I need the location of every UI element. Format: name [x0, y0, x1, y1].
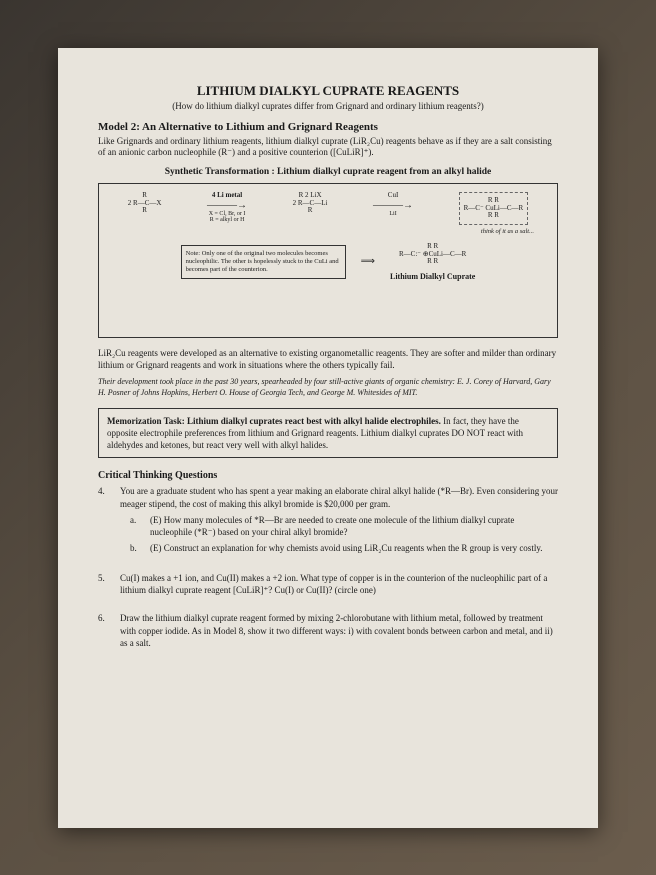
credit-text: Their development took place in the past…: [98, 377, 558, 398]
memo-heading: Memorization Task:: [107, 416, 185, 426]
sub-question-a: a. (E) How many molecules of *R—Br are n…: [130, 514, 558, 538]
question-6: 6. Draw the lithium dialkyl cuprate reag…: [98, 612, 558, 648]
salt-structure: R R R—C⁻ CuLi—C—R R R: [459, 192, 529, 225]
memorization-box: Memorization Task: Lithium dialkyl cupra…: [98, 408, 558, 458]
condition-1: 4 Li metal ———→ X = Cl, Br, or I R = alk…: [207, 192, 247, 224]
subtitle: (How do lithium dialkyl cuprates differ …: [98, 101, 558, 111]
memo-bold: Lithium dialkyl cuprates react best with…: [187, 416, 441, 426]
critical-thinking-heading: Critical Thinking Questions: [98, 470, 558, 481]
arrow-icon: ———→: [207, 200, 247, 211]
synthesis-heading: Synthetic Transformation : Lithium dialk…: [98, 167, 558, 177]
structure-2: R 2 LiX 2 R—C—Li R: [293, 192, 328, 215]
question-text: Draw the lithium dialkyl cuprate reagent…: [120, 612, 558, 648]
question-number: 4.: [98, 485, 110, 562]
question-text: You are a graduate student who has spent…: [120, 485, 558, 509]
question-text: Cu(I) makes a +1 ion, and Cu(II) makes a…: [120, 572, 558, 596]
cuprate-structure: R R R—C:⁻ ⊕CuLi—C—R R R Lithium Dialkyl …: [390, 243, 475, 281]
cuprate-label: Lithium Dialkyl Cuprate: [390, 272, 475, 281]
structure-1: R 2 R—C—X R: [128, 192, 162, 215]
salt-note: think of it as a salt...: [107, 228, 534, 235]
intro-paragraph: Like Grignards and ordinary lithium reag…: [98, 136, 558, 159]
question-number: 6.: [98, 612, 110, 648]
arrow-icon: ———→: [373, 200, 413, 211]
model-heading: Model 2: An Alternative to Lithium and G…: [98, 121, 558, 133]
arrow-icon: ⟹: [361, 256, 375, 267]
main-title: LITHIUM DIALKYL CUPRATE REAGENTS: [98, 83, 558, 99]
condition-2: CuI ———→ LiI: [373, 192, 413, 217]
sub-question-b: b. (E) Construct an explanation for why …: [130, 542, 558, 554]
question-number: 5.: [98, 572, 110, 596]
note-box: Note: Only one of the original two molec…: [181, 245, 346, 278]
reaction-diagram: R 2 R—C—X R 4 Li metal ———→ X = Cl, Br, …: [98, 183, 558, 338]
question-5: 5. Cu(I) makes a +1 ion, and Cu(II) make…: [98, 572, 558, 596]
question-4: 4. You are a graduate student who has sp…: [98, 485, 558, 562]
document-page: LITHIUM DIALKYL CUPRATE REAGENTS (How do…: [58, 48, 598, 828]
development-text: LiR₂Cu reagents were developed as an alt…: [98, 348, 558, 371]
